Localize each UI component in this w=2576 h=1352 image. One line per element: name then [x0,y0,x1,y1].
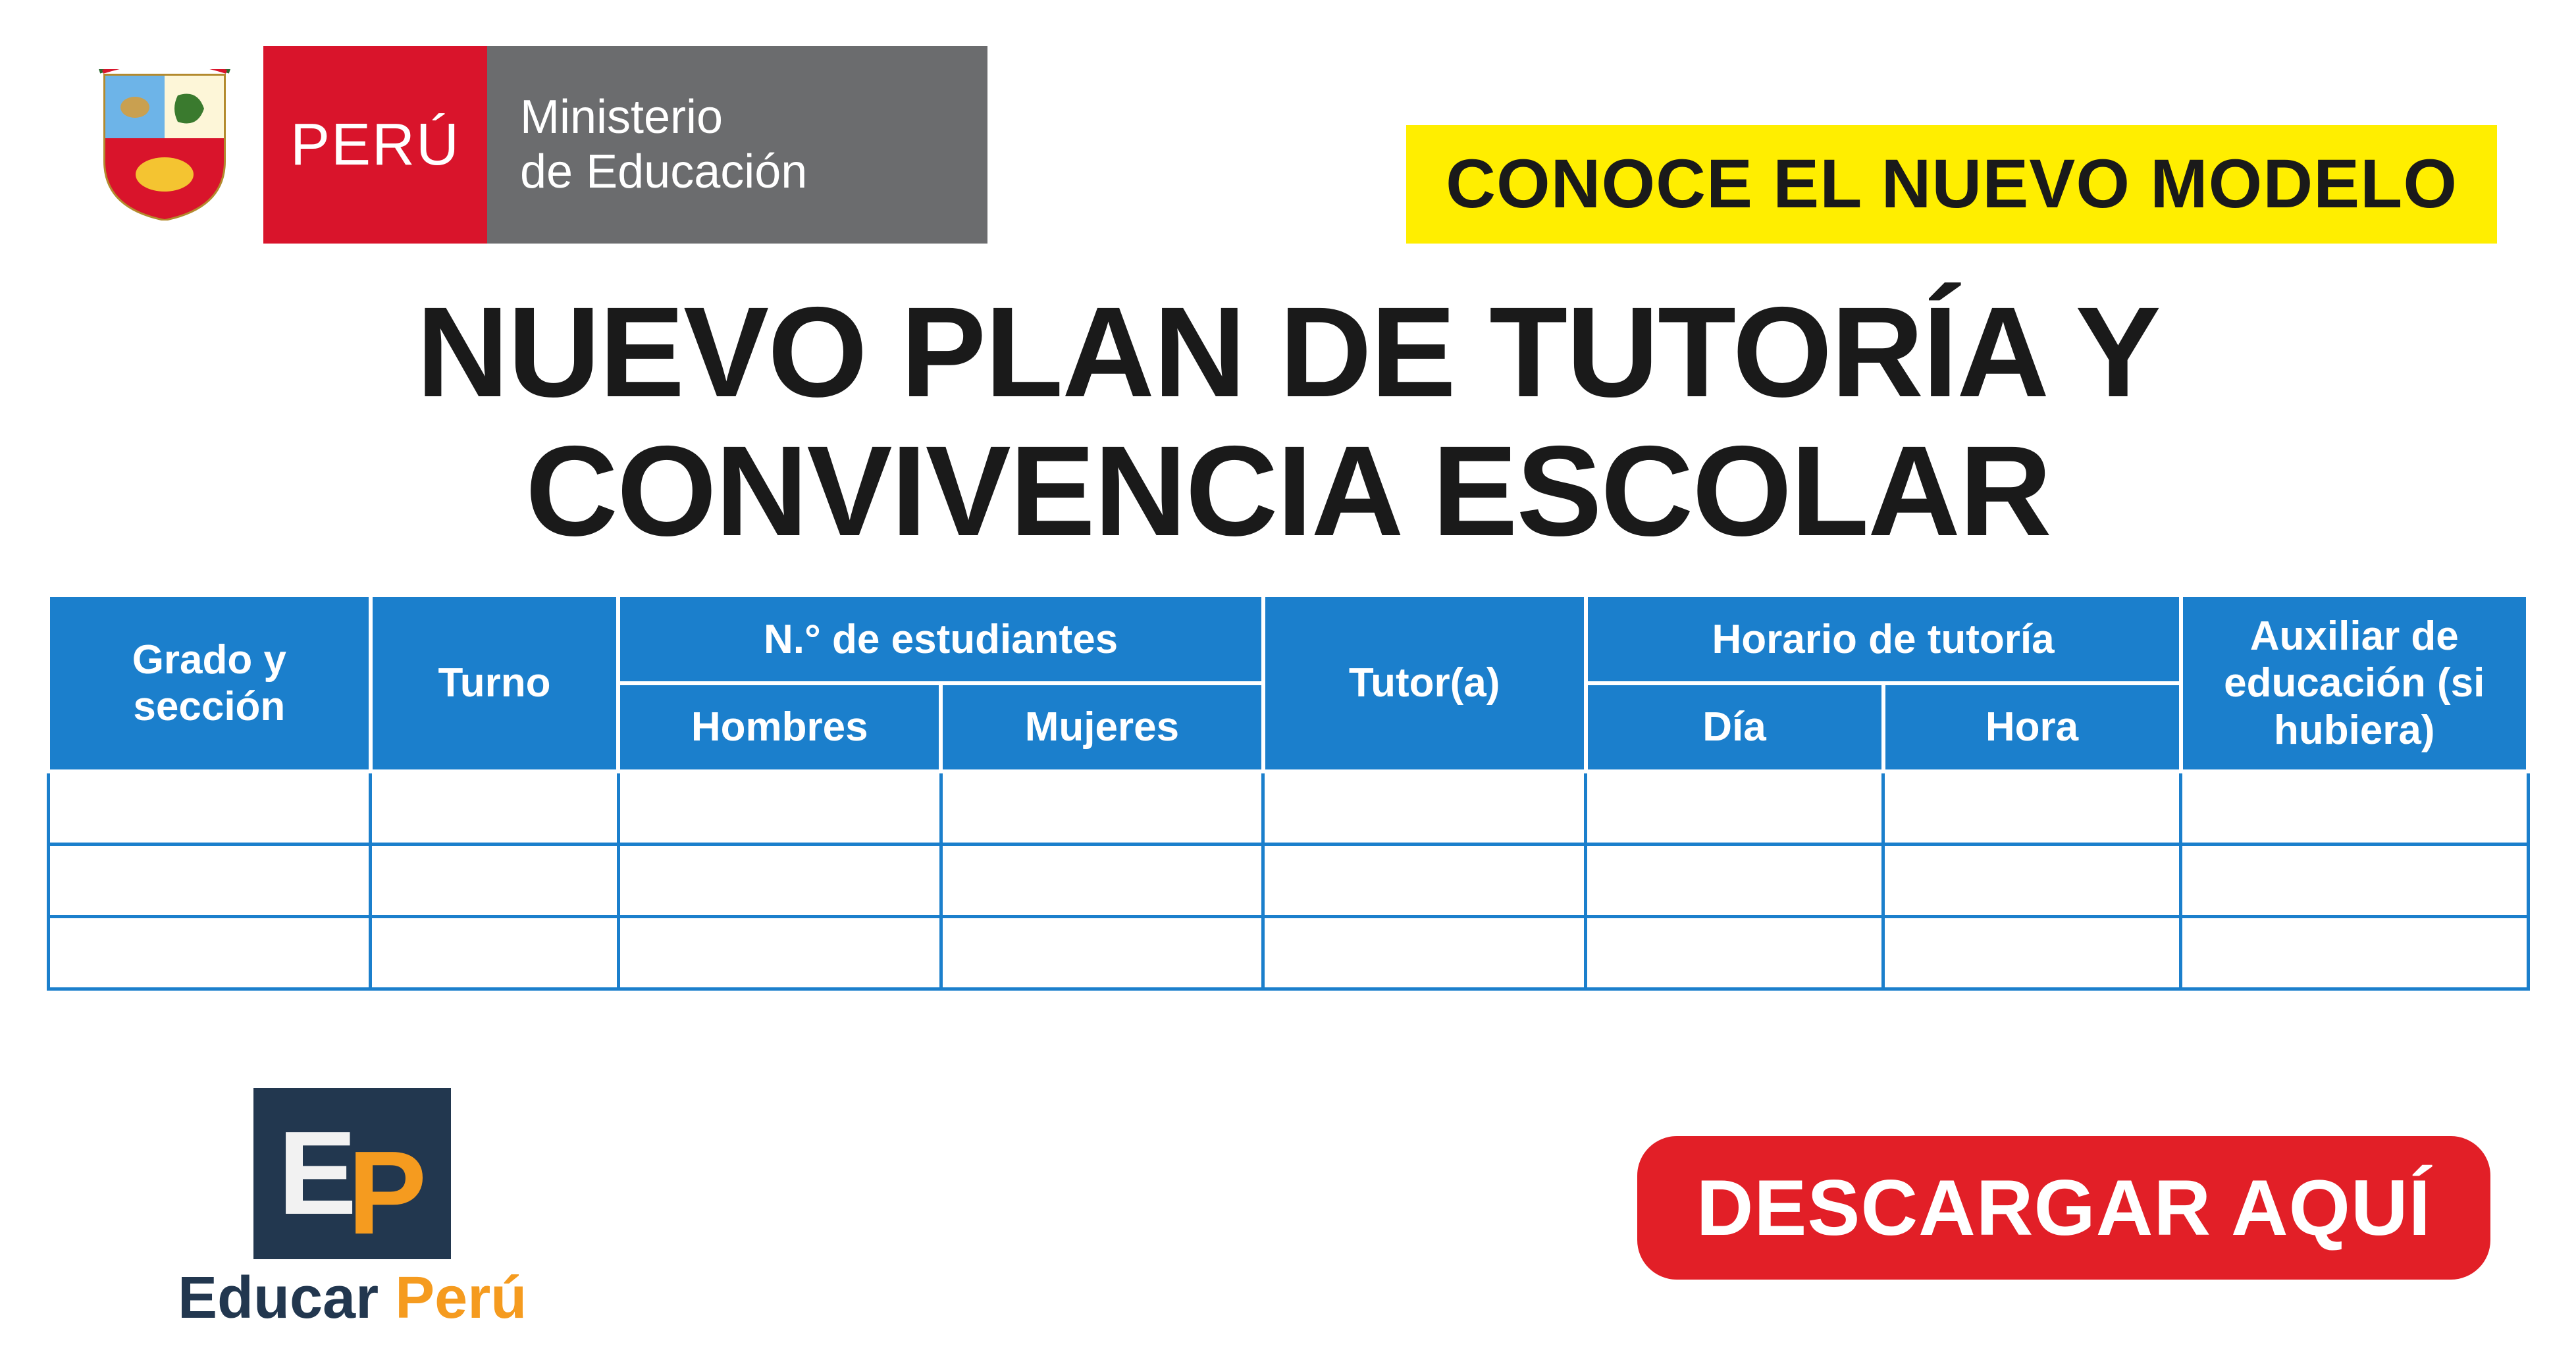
ep-logo-text: Educar Perú [178,1264,527,1332]
shield-icon [99,69,230,221]
peru-label-box: PERÚ [263,46,487,244]
ep-text-educar: Educar [178,1265,395,1331]
title-line-1: NUEVO PLAN DE TUTORÍA Y [0,283,2576,422]
table-row [48,844,2528,916]
table-row [48,771,2528,844]
col-turno: Turno [371,595,619,771]
col-hombres: Hombres [618,683,941,771]
peru-label: PERÚ [290,111,460,179]
download-label: DESCARGAR AQUÍ [1696,1164,2431,1252]
ep-letter-e: E [278,1114,357,1233]
download-button[interactable]: DESCARGAR AQUÍ [1637,1136,2490,1280]
table-row [48,916,2528,989]
ep-text-peru: Perú [395,1265,527,1331]
ep-logo-box: E P [253,1088,451,1259]
ministry-line-1: Ministerio [520,90,987,145]
coat-of-arms [66,46,263,244]
yellow-banner: CONOCE EL NUEVO MODELO [1406,125,2497,244]
banner-text: CONOCE EL NUEVO MODELO [1446,145,2458,222]
table-body [48,771,2528,989]
tutoria-table: Grado y sección Turno N.° de estudiantes… [46,593,2530,990]
title-line-2: CONVIVENCIA ESCOLAR [0,422,2576,561]
col-tutor: Tutor(a) [1263,595,1586,771]
ministry-line-2: de Educación [520,145,987,199]
ministry-label-box: Ministerio de Educación [487,46,987,244]
header-row: PERÚ Ministerio de Educación CONOCE EL N… [0,0,2576,244]
educar-peru-logo: E P Educar Perú [178,1088,527,1332]
col-hora: Hora [1883,683,2181,771]
col-grado: Grado y sección [48,595,371,771]
col-estudiantes: N.° de estudiantes [618,595,1263,683]
ep-letter-p: P [348,1134,427,1253]
col-mujeres: Mujeres [941,683,1263,771]
table-container: Grado y sección Turno N.° de estudiantes… [46,593,2530,990]
main-title: NUEVO PLAN DE TUTORÍA Y CONVIVENCIA ESCO… [0,283,2576,560]
col-auxiliar: Auxiliar de educación (si hubiera) [2181,595,2528,771]
government-logo-block: PERÚ Ministerio de Educación [66,46,987,244]
col-horario: Horario de tutoría [1586,595,2181,683]
col-dia: Día [1586,683,1883,771]
